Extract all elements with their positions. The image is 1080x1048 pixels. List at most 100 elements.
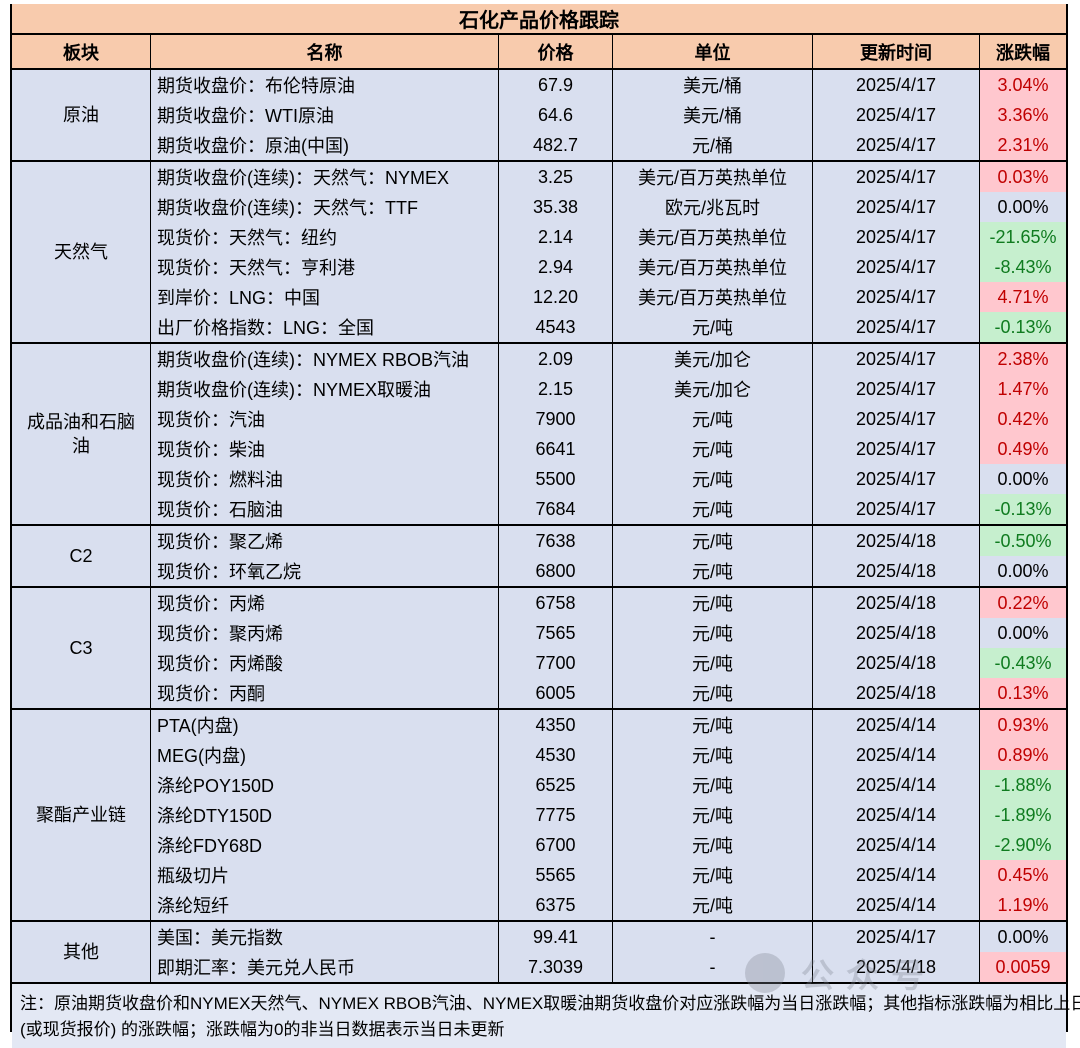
name-cell: 现货价：天然气：纽约 <box>150 222 498 252</box>
change-cell: 3.36% <box>979 100 1066 130</box>
date-cell: 2025/4/17 <box>812 192 979 222</box>
price-cell: 7.3039 <box>498 952 612 982</box>
section-7: 其他 美国：美元指数 99.41-2025/4/17 0.00% 即期汇率：美元兑人民币… <box>12 922 1066 984</box>
change-cell: 0.49% <box>979 434 1066 464</box>
name-cell: 现货价：环氧乙烷 <box>150 556 498 586</box>
sector-cell: 其他 <box>63 941 99 962</box>
change-cell: -0.13% <box>979 494 1066 524</box>
change-cell: 0.22% <box>979 588 1066 618</box>
unit-cell: 元/吨 <box>612 648 812 678</box>
name-cell: 期货收盘价(连续)：天然气：NYMEX <box>150 162 498 192</box>
change-cell: 1.47% <box>979 374 1066 404</box>
sector-cell: 原油 <box>63 104 99 125</box>
section-1: 原油 期货收盘价：布伦特原油 67.9 美元/桶 2025/4/17 3.04% 期货收盘价… <box>12 70 1066 162</box>
change-cell: -0.50% <box>979 526 1066 556</box>
unit-cell: 元/吨 <box>612 556 812 586</box>
date-cell: 2025/4/17 <box>812 130 979 160</box>
price-cell: 99.41 <box>498 922 612 952</box>
change-cell: -8.43% <box>979 252 1066 282</box>
date-cell: 2025/4/18 <box>812 526 979 556</box>
change-cell: 0.00% <box>979 192 1066 222</box>
unit-cell: 元/吨 <box>612 770 812 800</box>
sector-cell: C3 <box>69 637 93 658</box>
change-cell: 0.00% <box>979 556 1066 586</box>
footnote-line-1: 注：原油期货收盘价和NYMEX天然气、NYMEX RBOB汽油、NYMEX取暖油… <box>20 994 1080 1013</box>
price-cell: 5565 <box>498 860 612 890</box>
unit-cell: 美元/百万英热单位 <box>612 252 812 282</box>
price-cell: 7638 <box>498 526 612 556</box>
name-cell: 现货价：丙烯酸 <box>150 648 498 678</box>
price-cell: 7565 <box>498 618 612 648</box>
name-cell: 涤纶FDY68D <box>150 830 498 860</box>
name-cell: 期货收盘价(连续)：天然气：TTF <box>150 192 498 222</box>
change-cell: 0.03% <box>979 162 1066 192</box>
price-cell: 3.25 <box>498 162 612 192</box>
date-cell: 2025/4/18 <box>812 678 979 708</box>
change-cell: 0.89% <box>979 740 1066 770</box>
unit-cell: 元/吨 <box>612 890 812 920</box>
unit-cell: 元/吨 <box>612 404 812 434</box>
sector-cell: C2 <box>69 545 93 566</box>
change-cell: 0.00% <box>979 618 1066 648</box>
name-cell: 涤纶POY150D <box>150 770 498 800</box>
table-body: 原油 期货收盘价：布伦特原油 67.9 美元/桶 2025/4/17 3.04% 期货收盘价… <box>12 70 1066 984</box>
price-cell: 2.09 <box>498 344 612 374</box>
unit-cell: 元/吨 <box>612 526 812 556</box>
price-cell: 64.6 <box>498 100 612 130</box>
name-cell: 期货收盘价：原油(中国) <box>150 130 498 160</box>
date-cell: 2025/4/14 <box>812 860 979 890</box>
change-cell: -2.90% <box>979 830 1066 860</box>
date-cell: 2025/4/17 <box>812 344 979 374</box>
change-cell: 3.04% <box>979 70 1066 100</box>
date-cell: 2025/4/17 <box>812 282 979 312</box>
name-cell: 现货价：丙酮 <box>150 678 498 708</box>
unit-cell: 元/吨 <box>612 588 812 618</box>
date-cell: 2025/4/17 <box>812 100 979 130</box>
change-cell: 2.31% <box>979 130 1066 160</box>
change-cell: 0.13% <box>979 678 1066 708</box>
date-cell: 2025/4/18 <box>812 588 979 618</box>
name-cell: 期货收盘价(连续)：NYMEX取暖油 <box>150 374 498 404</box>
name-cell: 现货价：聚乙烯 <box>150 526 498 556</box>
unit-cell: 美元/百万英热单位 <box>612 282 812 312</box>
date-cell: 2025/4/17 <box>812 494 979 524</box>
name-cell: 美国：美元指数 <box>150 922 498 952</box>
price-cell: 7900 <box>498 404 612 434</box>
price-cell: 5500 <box>498 464 612 494</box>
price-cell: 6758 <box>498 588 612 618</box>
name-cell: 现货价：聚丙烯 <box>150 618 498 648</box>
name-cell: MEG(内盘) <box>150 740 498 770</box>
unit-cell: 美元/百万英热单位 <box>612 162 812 192</box>
change-cell: 1.19% <box>979 890 1066 920</box>
change-cell: 0.45% <box>979 860 1066 890</box>
unit-cell: - <box>612 952 812 982</box>
date-cell: 2025/4/17 <box>812 252 979 282</box>
change-cell: -1.88% <box>979 770 1066 800</box>
date-cell: 2025/4/17 <box>812 162 979 192</box>
price-cell: 6700 <box>498 830 612 860</box>
name-cell: 期货收盘价(连续)：NYMEX RBOB汽油 <box>150 344 498 374</box>
section-4: C2 现货价：聚乙烯 7638 元/吨 2025/4/18 -0.50% 现货价：环氧乙烷 6… <box>12 526 1066 588</box>
unit-cell: 元/吨 <box>612 830 812 860</box>
name-cell: 瓶级切片 <box>150 860 498 890</box>
price-cell: 2.14 <box>498 222 612 252</box>
change-cell: 0.42% <box>979 404 1066 434</box>
price-cell: 6375 <box>498 890 612 920</box>
unit-cell: 美元/加仑 <box>612 374 812 404</box>
date-cell: 2025/4/17 <box>812 404 979 434</box>
price-cell: 6005 <box>498 678 612 708</box>
section-6: 聚酯产业链 PTA(内盘) 4350 元/吨 2025/4/14 0.93% MEG(内盘)… <box>12 710 1066 922</box>
date-cell: 2025/4/17 <box>812 312 979 342</box>
change-cell: -0.43% <box>979 648 1066 678</box>
table-title: 石化产品价格跟踪 <box>12 4 1066 35</box>
name-cell: 即期汇率：美元兑人民币 <box>150 952 498 982</box>
price-cell: 2.15 <box>498 374 612 404</box>
price-cell: 7700 <box>498 648 612 678</box>
name-cell: 现货价：柴油 <box>150 434 498 464</box>
date-cell: 2025/4/18 <box>812 618 979 648</box>
unit-cell: 元/吨 <box>612 312 812 342</box>
change-cell: 0.93% <box>979 710 1066 740</box>
price-cell: 6800 <box>498 556 612 586</box>
change-cell: 0.00% <box>979 922 1066 952</box>
name-cell: 涤纶短纤 <box>150 890 498 920</box>
